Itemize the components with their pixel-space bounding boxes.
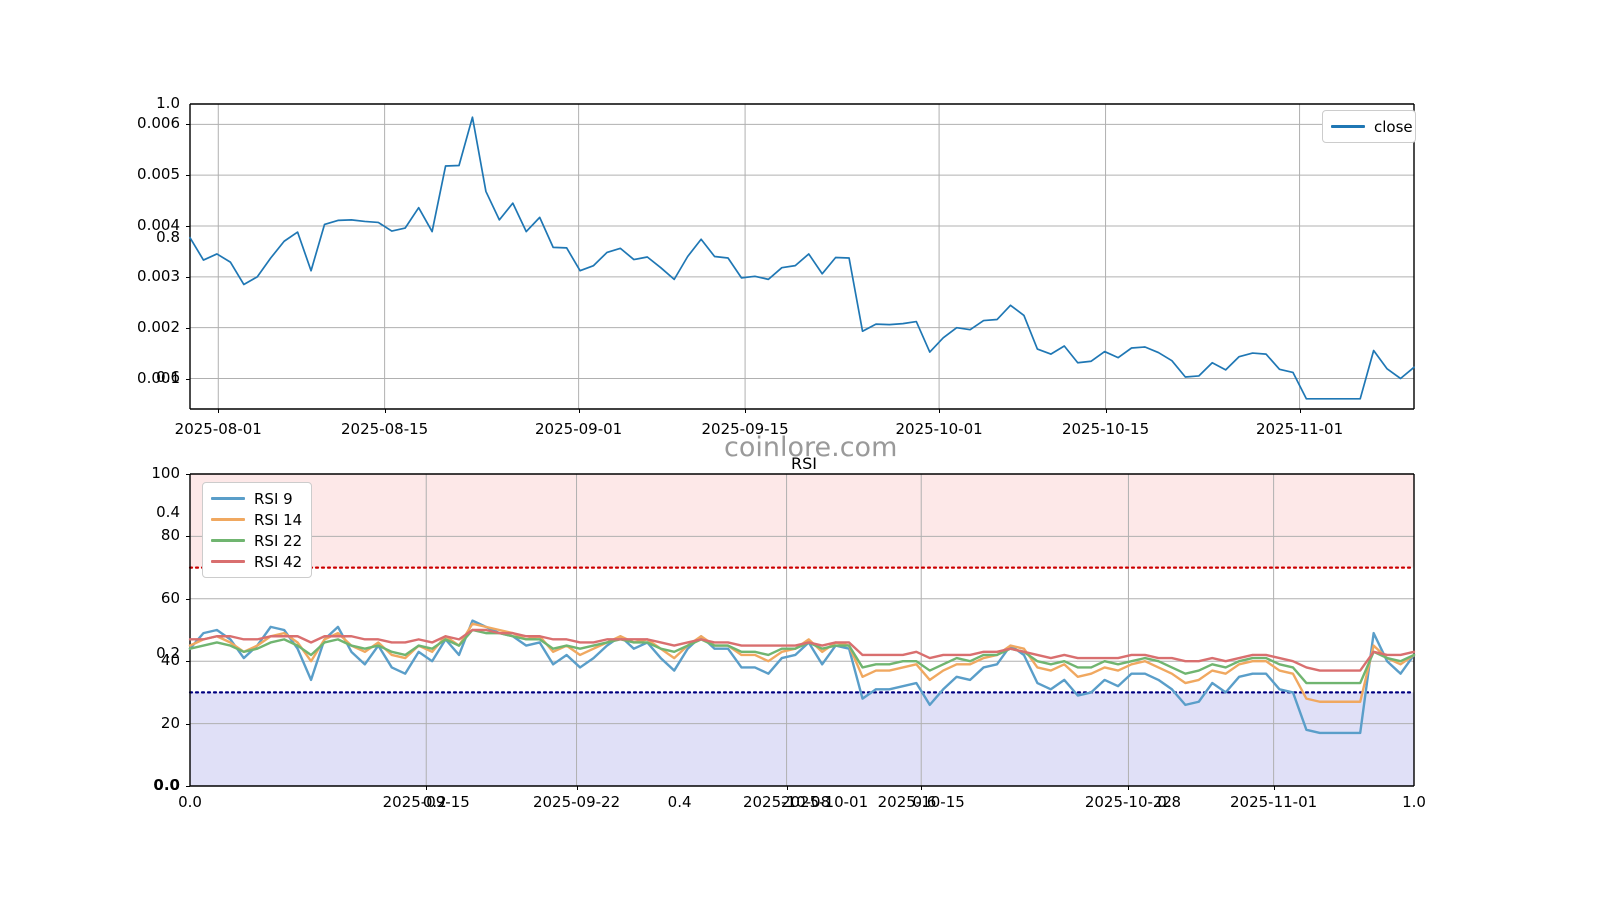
rsi-panel-title: RSI <box>791 454 817 473</box>
rsi-y-tickmark <box>186 723 190 725</box>
rsi-x-overlay-tick-0-4: 0.4 <box>667 793 692 811</box>
price-y-tickmark <box>186 378 190 380</box>
rsi-y-overlay-tick-0-0: 0.0 <box>153 776 180 794</box>
rsi-legend-label: RSI 42 <box>254 552 303 571</box>
rsi-series-rsi-9 <box>188 619 1416 735</box>
price-y-overlay-tick-0-8: 0.8 <box>156 228 180 246</box>
rsi-y-overlay-tick-0-2: 0.2 <box>156 644 180 662</box>
rsi-x-tickmark <box>921 786 923 790</box>
legend-line-swatch <box>211 539 245 542</box>
price-x-tickmark <box>578 409 580 413</box>
price-y-tick-0.002: 0.002 <box>137 317 180 336</box>
rsi-y-tickmark <box>186 536 190 538</box>
rsi-legend-item[interactable]: RSI 42 <box>211 551 303 572</box>
rsi-overbought-band <box>190 474 1414 568</box>
rsi-y-tick-20: 20 <box>160 713 180 732</box>
rsi-y-tick-40: 40 <box>160 651 180 670</box>
legend-line-swatch <box>211 497 245 500</box>
rsi-x-tickmark <box>1273 786 1275 790</box>
rsi-y-tickmark <box>186 786 190 787</box>
rsi-x-tick-2025-09-15: 2025-09-15 <box>382 793 470 811</box>
rsi-x-overlay-tick-0-2: 0.2 <box>422 793 447 811</box>
rsi-legend-item[interactable]: RSI 22 <box>211 530 303 551</box>
price-legend-label: close <box>1374 117 1413 136</box>
price-x-tickmark <box>939 409 941 413</box>
watermark: coinlore.com <box>724 432 898 463</box>
rsi-series-rsi-42 <box>188 628 1416 672</box>
price-y-tickmark <box>186 124 190 126</box>
rsi-x-tick-2025-09-22: 2025-09-22 <box>532 793 621 811</box>
price-y-tickmark <box>186 327 190 329</box>
legend-line-swatch <box>211 518 245 521</box>
rsi-y-tickmark <box>186 598 190 600</box>
rsi-series-rsi-14 <box>188 622 1416 703</box>
rsi-x-tick-2025-11-01: 2025-11-01 <box>1230 793 1318 811</box>
price-x-tick-2025-11-01: 2025-11-01 <box>1255 420 1344 438</box>
price-x-tick-2025-08-15: 2025-08-15 <box>341 420 429 438</box>
price-legend-item[interactable]: close <box>1331 116 1413 137</box>
legend-line-swatch <box>1331 125 1365 128</box>
rsi-x-tickmark <box>426 786 428 790</box>
price-plot-area <box>189 103 1415 410</box>
rsi-series-rsi-22 <box>188 628 1416 685</box>
rsi-x-tick-2025-10-15: 2025-10-15 <box>877 793 965 811</box>
price-chart-panel <box>189 103 1415 410</box>
price-y-tick-0.006: 0.006 <box>137 114 180 133</box>
rsi-oversold-band <box>190 692 1414 786</box>
price-x-tick-2025-10-01: 2025-10-01 <box>895 420 983 438</box>
rsi-legend-item[interactable]: RSI 9 <box>211 488 303 509</box>
price-y-tick-0.001: 0.001 <box>137 368 180 387</box>
price-y-tickmark <box>186 175 190 177</box>
price-x-tickmark <box>1105 409 1107 413</box>
price-x-tick-2025-10-15: 2025-10-15 <box>1061 420 1150 438</box>
rsi-y-tick-60: 60 <box>160 588 180 607</box>
price-y-tickmark <box>186 276 190 278</box>
price-y-overlay-tick-1-0: 1.0 <box>156 94 180 112</box>
rsi-legend-label: RSI 22 <box>254 531 303 550</box>
price-x-tick-2025-09-01: 2025-09-01 <box>535 420 623 438</box>
rsi-x-tickmark <box>786 786 788 790</box>
rsi-y-tick-0: 0 <box>170 776 180 794</box>
rsi-legend: RSI 9 RSI 14 RSI 22 RSI 42 <box>202 482 312 578</box>
rsi-y-tickmark <box>186 474 190 475</box>
rsi-y-tick-80: 80 <box>160 526 180 545</box>
rsi-x-tick-2025-10-22: 2025-10-22 <box>1084 793 1173 811</box>
price-y-tick-0.005: 0.005 <box>137 165 180 184</box>
price-x-tickmark <box>745 409 747 413</box>
rsi-legend-label: RSI 9 <box>254 489 293 508</box>
rsi-plot-area <box>188 473 1416 787</box>
price-y-tick-0.004: 0.004 <box>137 216 180 234</box>
price-y-tickmark <box>186 226 190 227</box>
rsi-x-tick-2025-10-08: 2025-10-08 <box>742 793 831 811</box>
rsi-y-tick-100: 100 <box>151 464 180 482</box>
legend-line-swatch <box>211 560 245 563</box>
price-legend: close <box>1322 110 1416 143</box>
price-y-overlay-tick-0-6: 0.6 <box>156 368 180 386</box>
rsi-x-tickmark <box>1128 786 1130 790</box>
rsi-y-overlay-tick-0-4: 0.4 <box>156 503 180 521</box>
rsi-legend-label: RSI 14 <box>254 510 303 529</box>
price-series-close <box>189 116 1415 400</box>
rsi-x-overlay-tick-0-8: 0.8 <box>1157 793 1182 811</box>
rsi-legend-item[interactable]: RSI 14 <box>211 509 303 530</box>
rsi-x-overlay-tick-1-0: 1.0 <box>1402 793 1426 811</box>
price-y-tick-0.003: 0.003 <box>137 266 180 285</box>
price-x-tickmark <box>1299 409 1301 413</box>
rsi-x-overlay-tick-0-0: 0.0 <box>178 793 202 811</box>
price-x-tickmark <box>218 409 220 413</box>
price-x-tick-2025-08-01: 2025-08-01 <box>174 420 262 438</box>
rsi-x-tickmark <box>576 786 578 790</box>
rsi-chart-panel <box>188 473 1416 787</box>
rsi-x-tick-2025-10-01: 2025-10-01 <box>780 793 869 811</box>
price-x-tick-2025-09-15: 2025-09-15 <box>701 420 789 438</box>
rsi-y-tickmark <box>186 661 190 663</box>
rsi-x-overlay-tick-0-6: 0.6 <box>912 793 937 811</box>
price-x-tickmark <box>384 409 386 413</box>
